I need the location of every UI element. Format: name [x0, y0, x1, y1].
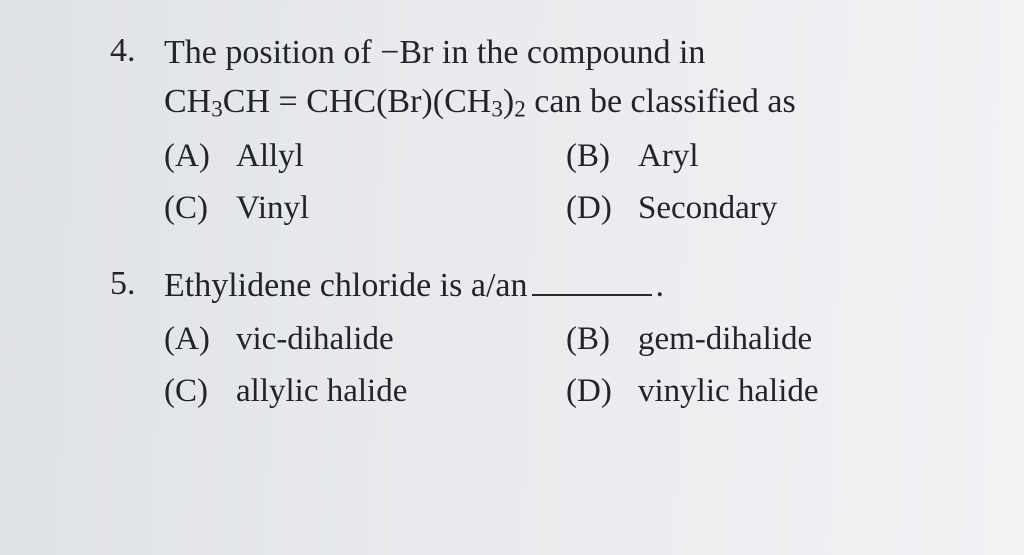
- option-b: (B) Aryl: [566, 133, 944, 181]
- option-tag: (C): [164, 368, 236, 416]
- question-body: Ethylidene chloride is a/an. (A) vic-dih…: [164, 261, 954, 416]
- option-text: vic-dihalide: [236, 316, 394, 364]
- option-tag: (D): [566, 185, 638, 233]
- option-tag: (A): [164, 133, 236, 181]
- option-text: Aryl: [638, 133, 699, 181]
- option-a: (A) vic-dihalide: [164, 316, 542, 364]
- option-text: Allyl: [236, 133, 304, 181]
- page: 4. The position of −Br in the compound i…: [0, 0, 1024, 555]
- option-tag: (B): [566, 316, 638, 364]
- option-text: Secondary: [638, 185, 777, 233]
- option-b: (B) gem-dihalide: [566, 316, 944, 364]
- option-text: allylic halide: [236, 368, 407, 416]
- options-grid: (A) vic-dihalide (B) gem-dihalide (C) al…: [164, 316, 944, 416]
- option-d: (D) Secondary: [566, 185, 944, 233]
- option-a: (A) Allyl: [164, 133, 542, 181]
- option-tag: (A): [164, 316, 236, 364]
- question-number: 4.: [110, 28, 164, 74]
- option-c: (C) Vinyl: [164, 185, 542, 233]
- option-text: vinylic halide: [638, 368, 819, 416]
- question-5: 5. Ethylidene chloride is a/an. (A) vic-…: [110, 261, 954, 416]
- option-tag: (D): [566, 368, 638, 416]
- option-text: Vinyl: [236, 185, 309, 233]
- option-text: gem-dihalide: [638, 316, 812, 364]
- option-d: (D) vinylic halide: [566, 368, 944, 416]
- question-4: 4. The position of −Br in the compound i…: [110, 28, 954, 233]
- question-number: 5.: [110, 261, 164, 307]
- question-body: The position of −Br in the compound in C…: [164, 28, 954, 233]
- option-c: (C) allylic halide: [164, 368, 542, 416]
- question-stem: The position of −Br in the compound in C…: [164, 28, 954, 127]
- options-grid: (A) Allyl (B) Aryl (C) Vinyl (D) Seconda…: [164, 133, 944, 233]
- option-tag: (C): [164, 185, 236, 233]
- option-tag: (B): [566, 133, 638, 181]
- question-stem: Ethylidene chloride is a/an.: [164, 261, 954, 310]
